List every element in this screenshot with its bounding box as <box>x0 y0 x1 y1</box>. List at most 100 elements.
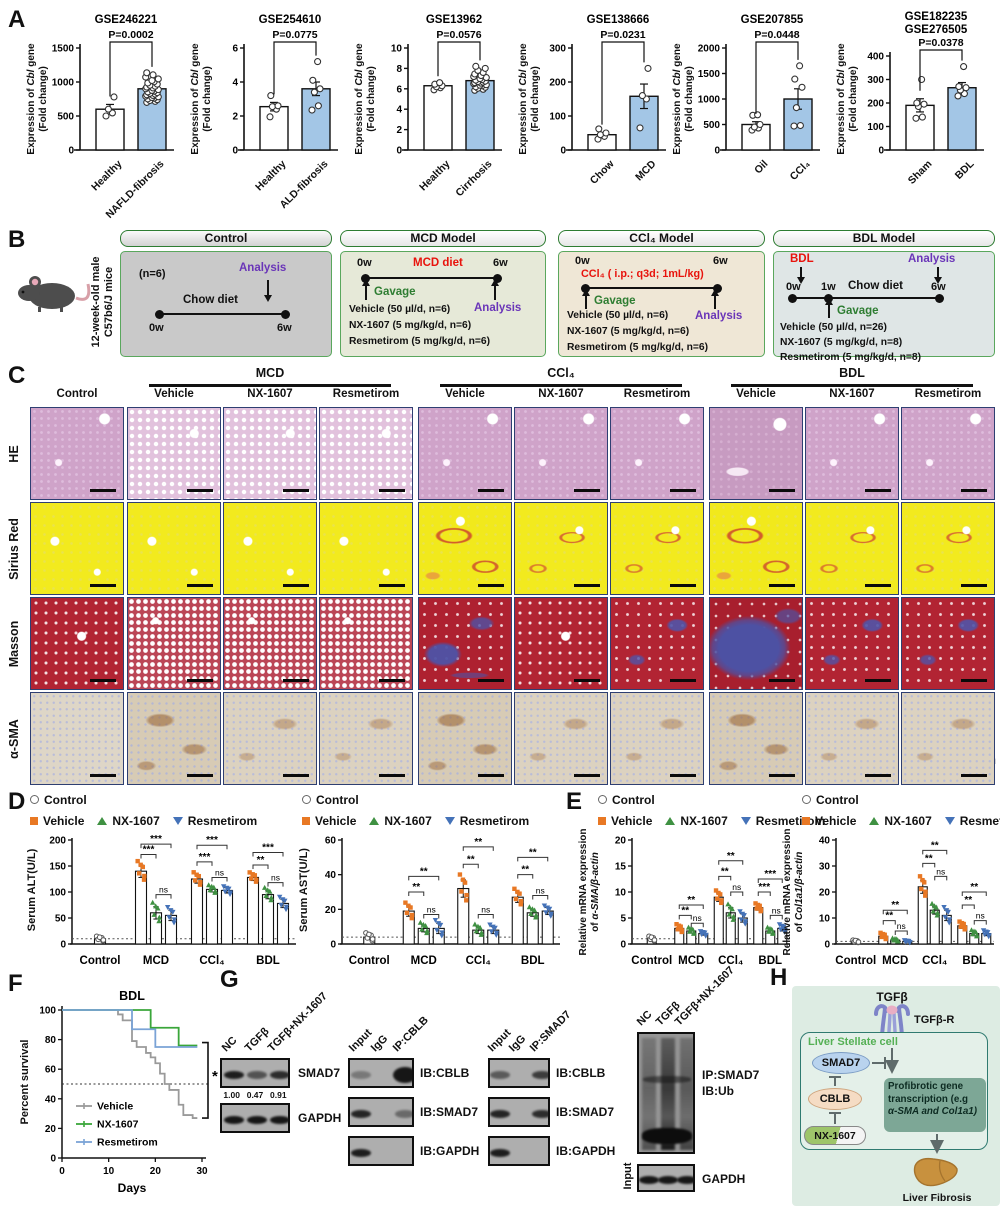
x-category-label: Healthy <box>89 158 125 194</box>
scale-bar <box>478 774 504 777</box>
svg-text:300: 300 <box>549 44 566 55</box>
legend-label: Control <box>612 792 655 807</box>
svg-text:P=0.0002: P=0.0002 <box>108 29 153 41</box>
ip-smad7-blot <box>488 1136 550 1166</box>
svg-text:MCD: MCD <box>678 955 704 967</box>
histology-tile-he <box>901 407 995 500</box>
svg-text:1000: 1000 <box>52 78 75 89</box>
histology-tile-he <box>223 407 317 500</box>
histology-group-label: MCD <box>255 366 285 380</box>
svg-text:0: 0 <box>396 146 402 157</box>
panel-e-label: E <box>566 788 583 815</box>
ub-smear-lane <box>641 1038 656 1150</box>
histology-row-label: Masson <box>7 620 21 667</box>
histology-tile-as <box>319 692 413 785</box>
histology-tile-ms <box>709 597 803 690</box>
timeline <box>585 287 717 290</box>
resmetirom-marker <box>444 816 455 825</box>
panel-a-chart-GSE13962: GSE13962 P=0.0576 0 2 4 6 8 10 Expression of Cbl… <box>350 8 512 223</box>
scale-bar <box>574 584 600 587</box>
protein-band <box>270 1071 288 1079</box>
analysis-arrow <box>710 289 720 309</box>
histology-tile-ms <box>514 597 608 690</box>
svg-text:ns: ns <box>215 867 224 877</box>
svg-text:0: 0 <box>232 146 238 157</box>
scale-bar <box>379 679 405 682</box>
survival-chart-svg: BDL 0 20 40 60 80 100 0 10 20 30 Days Vehicle NX-1607… <box>39 989 218 1195</box>
svg-text:6: 6 <box>232 44 238 55</box>
svg-text:0: 0 <box>68 146 74 157</box>
vehicle-marker <box>30 816 38 825</box>
timeline-dot <box>935 293 944 303</box>
histology-column-label: Resmetirom <box>332 388 400 400</box>
timeline <box>792 297 940 300</box>
histology-column-label: Control <box>56 388 98 400</box>
ip-cblb-blot <box>348 1136 414 1166</box>
svg-text:100: 100 <box>867 122 884 133</box>
scale-bar <box>283 584 309 587</box>
pathway-panel: TGFβ TGFβ-R Liver Stellate cell SMAD7 CB… <box>792 986 1000 1206</box>
svg-text:40: 40 <box>325 870 337 881</box>
lane-label: IP:CBLB <box>390 1014 431 1055</box>
svg-text:4: 4 <box>396 105 402 116</box>
lane-label: NC <box>634 1008 655 1029</box>
svg-text:10: 10 <box>391 44 403 55</box>
scale-bar <box>961 679 987 682</box>
scale-bar <box>670 489 696 492</box>
svg-text:ns: ns <box>481 905 490 915</box>
svg-text:300: 300 <box>867 75 884 86</box>
histology-tile-he <box>514 407 608 500</box>
histology-tile-ms <box>805 597 899 690</box>
svg-text:**: ** <box>467 854 475 865</box>
scale-bar <box>283 489 309 492</box>
scale-bar <box>769 489 795 492</box>
protein-band <box>247 1071 267 1079</box>
svg-text:**: ** <box>885 911 893 922</box>
ip-cblb-blot <box>348 1058 414 1088</box>
svg-text:GSE182235: GSE182235 <box>905 11 968 23</box>
analysis-label: Analysis <box>908 253 956 265</box>
svg-text:ns: ns <box>936 866 945 876</box>
svg-text:**: ** <box>721 866 729 877</box>
histology-tile-as <box>901 692 995 785</box>
model-body-control: (n=6) Analysis Chow diet 0w 6w <box>120 251 332 357</box>
svg-text:0: 0 <box>620 940 626 951</box>
protein-band <box>490 1149 511 1157</box>
histology-tile-ms <box>901 597 995 690</box>
tgfb-label: TGFβ <box>876 990 908 1004</box>
y-axis-label: Expression of Cbl gene (Fold change) <box>26 43 49 155</box>
svg-text:400: 400 <box>867 52 884 63</box>
histology-row-label: α-SMA <box>7 718 21 759</box>
svg-text:ns: ns <box>772 905 781 915</box>
panel-f-label: F <box>8 970 23 997</box>
svg-text:**: ** <box>931 840 939 851</box>
time-label: 0w <box>575 255 590 267</box>
svg-text:2000: 2000 <box>698 44 721 55</box>
svg-text:10: 10 <box>819 914 831 925</box>
svg-text:Vehicle: Vehicle <box>97 1101 133 1113</box>
protein-band <box>677 1176 693 1184</box>
analysis-label: Analysis <box>239 262 287 274</box>
svg-text:2: 2 <box>396 125 402 136</box>
svg-text:20: 20 <box>615 836 627 847</box>
histology-tile-as <box>805 692 899 785</box>
timeline-dot <box>281 309 290 319</box>
svg-text:2: 2 <box>232 112 238 123</box>
svg-text:20: 20 <box>45 1124 57 1135</box>
svg-text:80: 80 <box>45 1035 57 1046</box>
legend-row: Vehicle NX-1607 Resmetirom <box>802 810 1000 831</box>
bar-chart-svg: GSE138666 P=0.0231 0 100 200 300 <box>549 14 666 157</box>
y-axis-label: Expression of Cbl gene (Fold change) <box>836 43 859 155</box>
protein-band <box>639 1176 659 1184</box>
x-category-label: Chow <box>587 158 617 187</box>
protein-band <box>490 1071 511 1079</box>
histology-group-label: CCl₄ <box>547 366 575 380</box>
svg-text:***: *** <box>758 882 770 893</box>
profibrotic-line1: Profibrotic gene <box>888 1081 964 1092</box>
histology-column-label: Resmetirom <box>623 388 691 400</box>
model-header-mcd: MCD Model <box>340 230 546 247</box>
input-gapdh-blot <box>637 1164 695 1192</box>
model-body-mcd: 0w MCD diet 6w Gavage Analysis Vehicle (… <box>340 251 546 357</box>
